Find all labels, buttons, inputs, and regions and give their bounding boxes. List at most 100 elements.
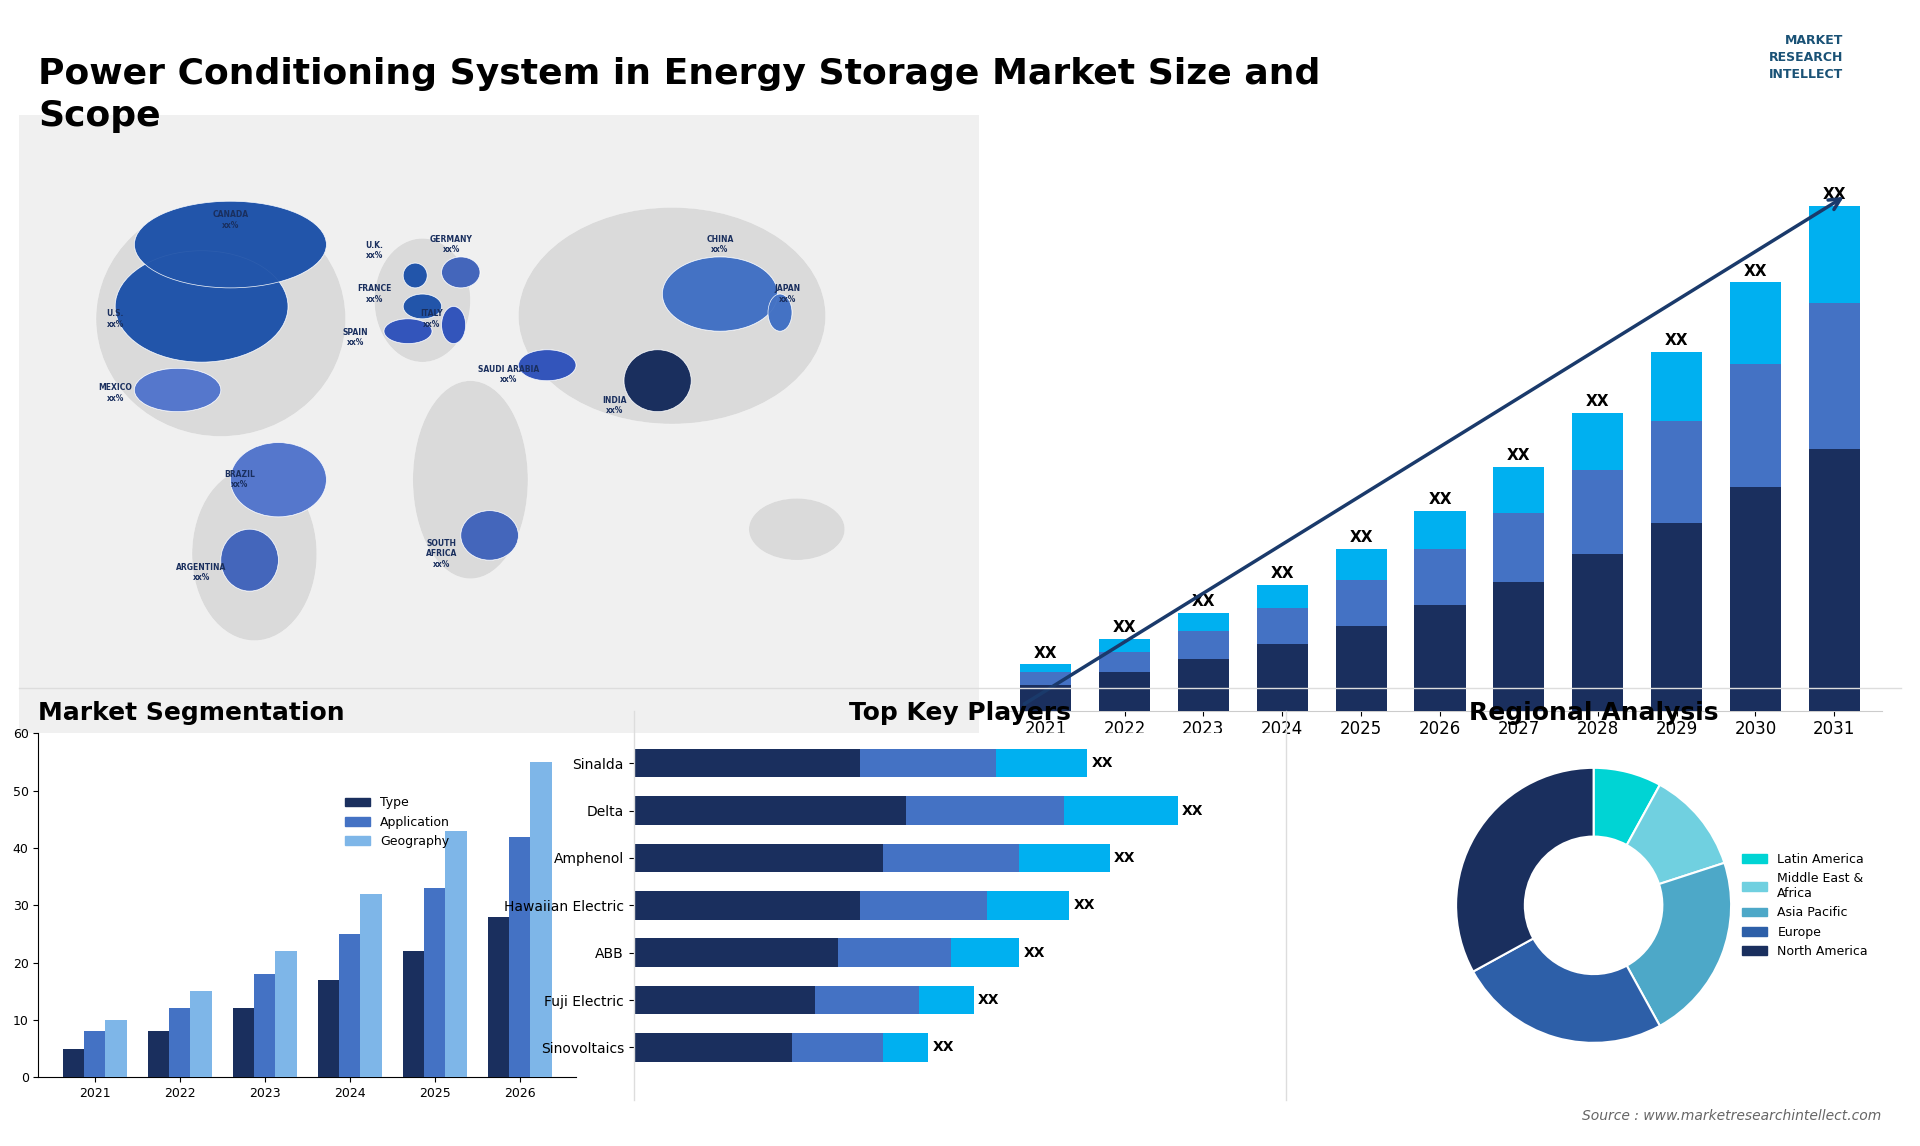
Title: Top Key Players: Top Key Players (849, 700, 1071, 724)
Text: JAPAN
xx%: JAPAN xx% (774, 284, 801, 304)
Wedge shape (1626, 785, 1724, 884)
Bar (920, 986, 973, 1014)
Ellipse shape (768, 295, 791, 331)
Bar (1572, 470, 1622, 555)
Text: XX: XX (1091, 756, 1114, 770)
Ellipse shape (134, 202, 326, 288)
Bar (1020, 685, 1071, 711)
Bar (1809, 449, 1860, 711)
Bar (1177, 613, 1229, 631)
Bar (634, 796, 906, 825)
Wedge shape (1594, 768, 1661, 845)
Text: CHINA
xx%: CHINA xx% (707, 235, 733, 254)
Bar (634, 749, 860, 777)
Bar (1098, 672, 1150, 711)
Ellipse shape (403, 295, 442, 319)
Ellipse shape (461, 511, 518, 560)
Bar (1258, 609, 1308, 644)
Text: XX: XX (1271, 566, 1294, 581)
Ellipse shape (749, 499, 845, 560)
Bar (1020, 665, 1071, 672)
Bar (814, 986, 920, 1014)
Ellipse shape (461, 511, 518, 560)
Bar (169, 1008, 190, 1077)
Ellipse shape (768, 295, 791, 331)
Bar (1730, 487, 1782, 711)
Ellipse shape (403, 264, 428, 288)
Ellipse shape (230, 442, 326, 517)
Bar (1415, 511, 1465, 549)
Bar (837, 939, 950, 967)
Wedge shape (1626, 863, 1732, 1026)
Bar (361, 894, 382, 1077)
Text: INDIA
xx%: INDIA xx% (603, 395, 626, 415)
Text: XX: XX (1743, 264, 1766, 278)
Text: XX: XX (977, 994, 1000, 1007)
Legend: Latin America, Middle East &
Africa, Asia Pacific, Europe, North America: Latin America, Middle East & Africa, Asi… (1738, 848, 1874, 963)
Bar (987, 892, 1069, 919)
Bar (996, 749, 1087, 777)
Bar (883, 843, 1020, 872)
Bar (793, 1034, 883, 1061)
Bar (1177, 659, 1229, 711)
Bar (1730, 364, 1782, 487)
Bar (860, 892, 987, 919)
Ellipse shape (442, 306, 467, 344)
Text: CANADA
xx%: CANADA xx% (213, 210, 248, 229)
Text: Power Conditioning System in Energy Storage Market Size and
Scope: Power Conditioning System in Energy Stor… (38, 57, 1321, 133)
Polygon shape (19, 115, 979, 733)
Ellipse shape (384, 319, 432, 344)
Bar (634, 939, 837, 967)
Text: ITALY
xx%: ITALY xx% (420, 309, 444, 329)
Text: MEXICO
xx%: MEXICO xx% (98, 384, 132, 402)
Bar (530, 762, 551, 1077)
Bar (1020, 672, 1071, 685)
Bar (1651, 352, 1703, 421)
Ellipse shape (221, 529, 278, 591)
Bar (319, 980, 340, 1077)
Ellipse shape (115, 251, 288, 362)
Bar (1098, 638, 1150, 652)
Bar (106, 1020, 127, 1077)
Text: MARKET
RESEARCH
INTELLECT: MARKET RESEARCH INTELLECT (1768, 34, 1843, 81)
Bar (860, 749, 996, 777)
Ellipse shape (403, 264, 428, 288)
Bar (424, 888, 445, 1077)
Ellipse shape (518, 207, 826, 424)
Ellipse shape (384, 319, 432, 344)
Bar (634, 892, 860, 919)
Text: BRAZIL
xx%: BRAZIL xx% (225, 470, 255, 489)
Bar (906, 796, 1064, 825)
Text: XX: XX (1586, 394, 1609, 409)
Text: ARGENTINA
xx%: ARGENTINA xx% (177, 563, 227, 582)
Text: SOUTH
AFRICA
xx%: SOUTH AFRICA xx% (426, 539, 457, 568)
Bar (634, 1034, 793, 1061)
Wedge shape (1473, 939, 1661, 1043)
Bar (1258, 584, 1308, 609)
Circle shape (1524, 837, 1663, 974)
Text: GERMANY
xx%: GERMANY xx% (430, 235, 472, 254)
Text: XX: XX (1114, 851, 1135, 865)
Bar (634, 986, 814, 1014)
Ellipse shape (134, 202, 326, 288)
Ellipse shape (518, 350, 576, 380)
Bar (340, 934, 361, 1077)
Text: XX: XX (1035, 645, 1058, 660)
Bar (63, 1049, 84, 1077)
Bar (883, 1034, 927, 1061)
Ellipse shape (442, 257, 480, 288)
Text: U.K.
xx%: U.K. xx% (365, 241, 384, 260)
Bar (1494, 466, 1544, 513)
Bar (509, 837, 530, 1077)
Text: XX: XX (1114, 620, 1137, 635)
Text: XX: XX (1350, 531, 1373, 545)
Bar (1415, 605, 1465, 711)
Bar (1064, 796, 1177, 825)
Bar (445, 831, 467, 1077)
Title: Regional Analysis: Regional Analysis (1469, 700, 1718, 724)
Text: XX: XX (1822, 187, 1845, 202)
Bar (1572, 414, 1622, 470)
Ellipse shape (230, 442, 326, 517)
Bar (275, 951, 296, 1077)
Ellipse shape (442, 257, 480, 288)
